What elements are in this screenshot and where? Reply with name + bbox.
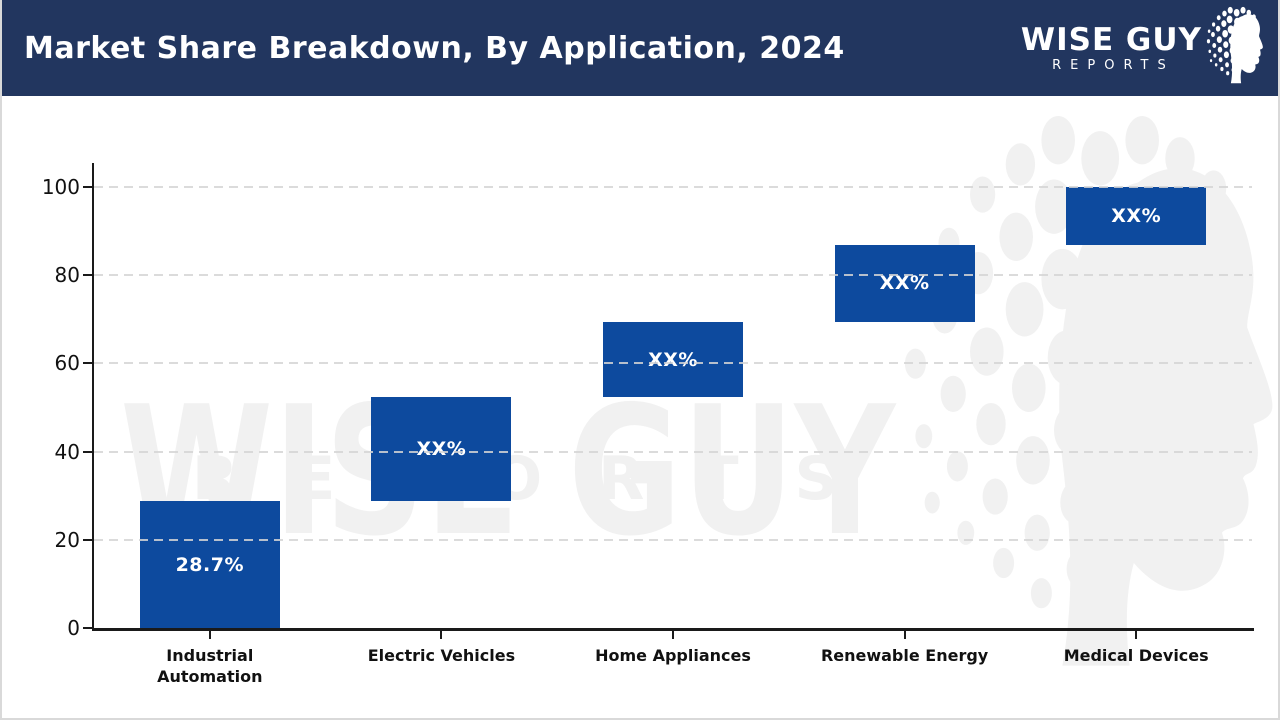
y-tick-label-80: 80 (54, 263, 80, 288)
x-category-label-3: Home Appliances (595, 646, 751, 665)
y-tick-label-100: 100 (41, 174, 80, 199)
chart-title: Market Share Breakdown, By Application, … (24, 30, 845, 66)
gridline-100 (94, 185, 1252, 188)
y-tick-label-60: 60 (54, 351, 80, 376)
dotted-face-profile-icon (1206, 6, 1263, 84)
x-axis-tick (903, 631, 906, 639)
bar-electric-vehicles: XX% (371, 397, 512, 502)
y-tick-label-20: 20 (54, 527, 80, 552)
logo-wordmark: WISE GUY REPORTS (1021, 23, 1202, 73)
bar-renewable-energy: XX% (834, 244, 975, 323)
x-axis-line (92, 628, 1254, 631)
y-tick-label-40: 40 (54, 439, 80, 464)
chart-canvas: WISE GUY REPORTS 0 20 40 60 80 100 28.7% Indust… (2, 96, 1278, 718)
x-axis-tick (1135, 631, 1138, 639)
bar-industrial-automation: 28.7% (139, 501, 280, 628)
x-category-label-5: Medical Devices (1063, 646, 1209, 665)
y-axis-tick (83, 450, 92, 453)
y-axis-spine (92, 163, 94, 630)
gridline-60 (94, 362, 1252, 365)
y-axis-tick (83, 538, 92, 541)
bar-value-label: 28.7% (175, 553, 244, 576)
logo-word: WISE GUY (1020, 22, 1202, 58)
x-category-label-1: Industrial Automation (157, 646, 263, 686)
plot-area: 0 20 40 60 80 100 28.7% Industrial Automation XX… (42, 163, 1254, 686)
bar-value-label: XX% (648, 348, 698, 371)
y-axis-tick (83, 627, 92, 629)
bar-value-label: XX% (879, 272, 930, 295)
header-bar: Market Share Breakdown, By Application, … (2, 0, 1278, 96)
x-category-label-2: Electric Vehicles (367, 646, 516, 665)
bar-home-appliances: XX% (603, 322, 743, 398)
gridline-20 (94, 538, 1252, 541)
y-axis-tick (83, 362, 92, 365)
y-tick-label-0: 0 (67, 616, 80, 640)
bar-value-label: XX% (416, 438, 467, 461)
x-axis-tick (672, 631, 674, 639)
bar-value-label: XX% (1111, 204, 1162, 227)
logo-subtext: REPORTS (1052, 58, 1175, 73)
wiseguy-logo: WISE GUY REPORTS (1021, 6, 1268, 90)
y-axis-tick (83, 274, 92, 277)
bar-medical-devices: XX% (1066, 186, 1207, 245)
y-axis-tick (83, 185, 92, 188)
x-category-label-4: Renewable Energy (820, 646, 989, 665)
gridline-40 (94, 450, 1252, 453)
watermark-subtext: REPORTS (192, 444, 894, 514)
gridline-80 (94, 274, 1252, 277)
x-axis-tick (208, 631, 211, 639)
x-axis-tick (440, 631, 443, 639)
